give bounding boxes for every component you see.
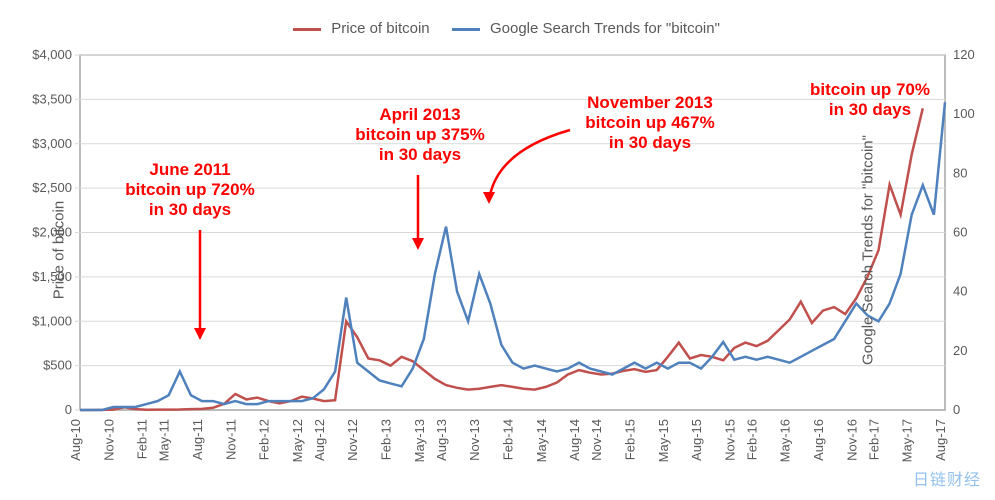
x-tick-label: Nov-11: [223, 419, 238, 460]
x-tick-label: Feb-11: [135, 419, 150, 459]
x-tick-label: Aug-15: [689, 419, 704, 461]
y1-tick-label: $2,500: [32, 180, 72, 195]
y2-tick-label: 120: [953, 47, 975, 62]
annotation-text: April 2013: [379, 105, 460, 124]
annotation-text: in 30 days: [609, 133, 691, 152]
series-google-search-trends-for-"bitcoin": [80, 102, 945, 410]
legend: Price of bitcoin Google Search Trends fo…: [0, 20, 995, 37]
x-tick-label: May-11: [157, 419, 172, 461]
annotation-text: bitcoin up 70%: [810, 80, 930, 99]
legend-swatch-price: [293, 28, 321, 31]
annotation-text: in 30 days: [829, 100, 911, 119]
legend-swatch-search: [452, 28, 480, 31]
y2-tick-label: 100: [953, 106, 975, 121]
x-tick-label: Aug-14: [567, 419, 582, 461]
x-tick-label: Feb-12: [257, 419, 272, 460]
annotation-arrowhead: [483, 192, 495, 204]
x-tick-label: May-12: [290, 419, 305, 462]
bitcoin-price-search-chart: Price of bitcoin Google Search Trends fo…: [0, 0, 995, 500]
y1-tick-label: $3,000: [32, 136, 72, 151]
legend-label-price: Price of bitcoin: [331, 20, 429, 37]
y2-tick-label: 0: [953, 402, 960, 417]
y1-axis-title: Price of bitcoin: [51, 201, 68, 299]
x-tick-label: Feb-17: [866, 419, 881, 460]
y1-tick-label: $4,000: [32, 47, 72, 62]
y1-axis: 0$500$1,000$1,500$2,000$2,500$3,000$3,50…: [32, 47, 945, 417]
x-tick-label: Aug-12: [312, 419, 327, 461]
x-tick-label: Nov-12: [345, 419, 360, 461]
y1-tick-label: $1,000: [32, 313, 72, 328]
x-tick-label: May-13: [412, 419, 427, 462]
x-tick-label: May-15: [656, 419, 671, 462]
legend-label-search: Google Search Trends for "bitcoin": [490, 20, 720, 37]
y1-tick-label: 0: [65, 402, 72, 417]
x-tick-label: Feb-16: [744, 419, 759, 460]
x-tick-label: Nov-15: [722, 419, 737, 461]
x-axis: Aug-10 Nov-10 Feb-11 May-11 Aug-11 Nov-11 Feb-…: [68, 410, 948, 462]
annotation-text: bitcoin up 720%: [125, 180, 254, 199]
x-tick-label: May-17: [900, 419, 915, 462]
y2-axis: 0 20 40 60 80 100 120: [945, 47, 975, 417]
x-tick-label: Nov-13: [467, 419, 482, 461]
annotation-2: November 2013bitcoin up 467%in 30 days: [483, 93, 715, 204]
annotation-text: June 2011: [149, 160, 230, 179]
x-tick-label: Aug-17: [933, 419, 948, 461]
x-tick-label: Aug-13: [434, 419, 449, 461]
x-tick-label: Feb-14: [501, 419, 516, 460]
x-tick-label: May-14: [534, 419, 549, 462]
y1-tick-label: $3,500: [32, 91, 72, 106]
annotation-text: bitcoin up 375%: [355, 125, 484, 144]
x-tick-label: May-16: [778, 419, 793, 462]
annotation-arrow: [490, 130, 570, 195]
x-tick-label: Feb-15: [622, 419, 637, 460]
x-tick-label: Nov-10: [101, 419, 116, 461]
annotation-0: June 2011bitcoin up 720%in 30 days: [125, 160, 254, 340]
x-tick-label: Nov-14: [589, 419, 604, 461]
y2-tick-label: 80: [953, 165, 967, 180]
y2-axis-title: Google Search Trends for "bitcoin": [860, 135, 877, 365]
annotation-1: April 2013bitcoin up 375%in 30 days: [355, 105, 484, 250]
x-tick-label: Nov-16: [844, 419, 859, 461]
annotation-arrowhead: [194, 328, 206, 340]
y2-tick-label: 60: [953, 225, 967, 240]
watermark: 日链财经: [913, 466, 981, 490]
annotation-text: bitcoin up 467%: [585, 113, 714, 132]
chart-svg: 0$500$1,000$1,500$2,000$2,500$3,000$3,50…: [0, 0, 995, 500]
y2-tick-label: 40: [953, 284, 967, 299]
y1-tick-label: $500: [43, 358, 72, 373]
series-price-of-bitcoin: [80, 108, 923, 410]
y2-tick-label: 20: [953, 343, 967, 358]
x-tick-label: Aug-10: [68, 419, 83, 461]
x-tick-label: Aug-16: [811, 419, 826, 461]
annotation-text: in 30 days: [149, 200, 231, 219]
annotation-text: November 2013: [587, 93, 713, 112]
x-tick-label: Aug-11: [190, 419, 205, 460]
annotation-arrowhead: [412, 238, 424, 250]
x-tick-label: Feb-13: [379, 419, 394, 460]
annotation-text: in 30 days: [379, 145, 461, 164]
